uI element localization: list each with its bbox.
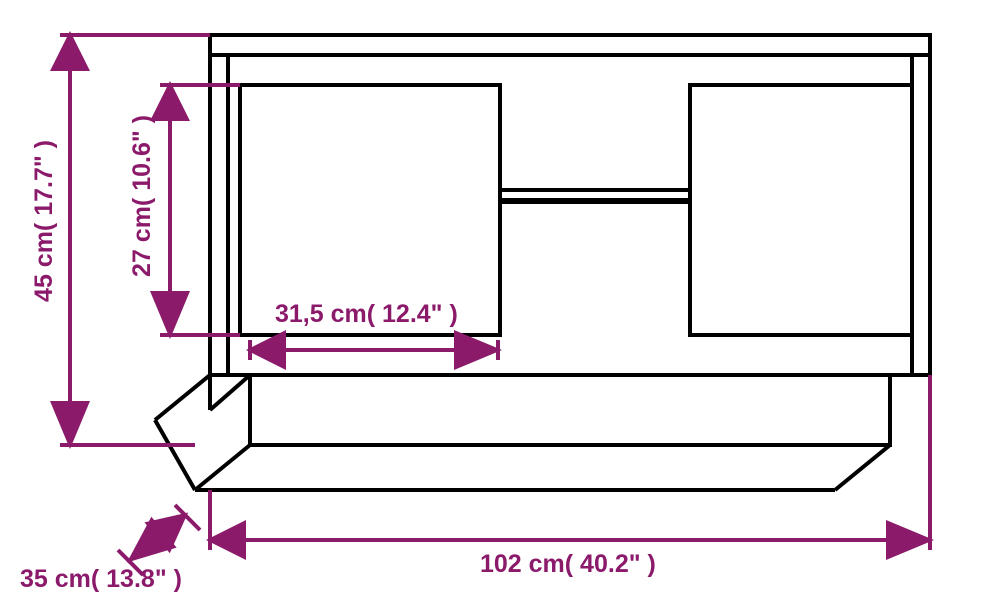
label-total-height: 45 cm( 17.7" ) — [30, 140, 59, 302]
diagram-container: 45 cm( 17.7" ) 27 cm( 10.6" ) 31,5 cm( 1… — [0, 0, 995, 604]
label-door-width: 31,5 cm( 12.4" ) — [275, 300, 458, 329]
dimension-drawing — [0, 0, 995, 604]
label-door-height: 27 cm( 10.6" ) — [128, 115, 157, 277]
label-depth: 35 cm( 13.8" ) — [20, 565, 182, 594]
cabinet-outline — [155, 35, 930, 490]
label-total-width: 102 cm( 40.2" ) — [480, 550, 656, 579]
